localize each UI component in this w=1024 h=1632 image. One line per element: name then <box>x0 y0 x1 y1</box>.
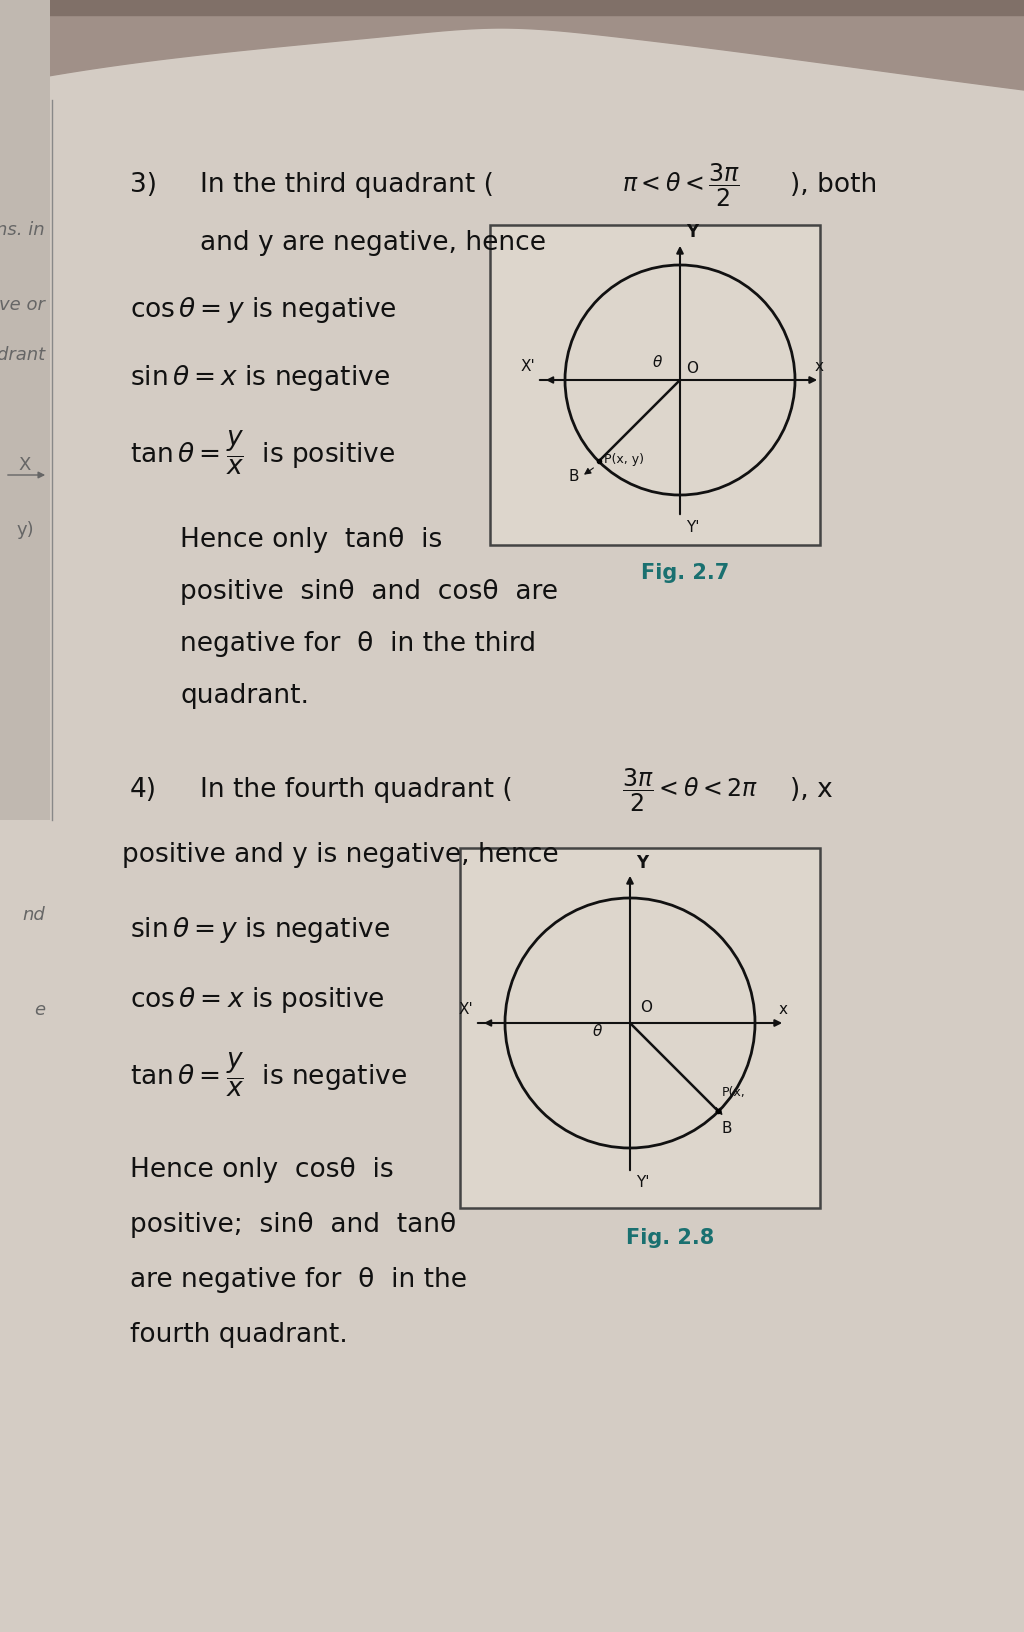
Text: Y': Y' <box>636 1175 649 1190</box>
Text: quadrant.: quadrant. <box>180 684 309 708</box>
Text: Fig. 2.7: Fig. 2.7 <box>641 563 729 583</box>
Text: P(x, y): P(x, y) <box>604 454 644 467</box>
Text: Y: Y <box>686 224 698 242</box>
Text: $\theta$: $\theta$ <box>593 1023 603 1040</box>
Text: X': X' <box>520 359 535 374</box>
Text: O: O <box>686 361 698 375</box>
Text: positive  sinθ  and  cosθ  are: positive sinθ and cosθ are <box>180 579 558 605</box>
Text: x: x <box>815 359 824 374</box>
Text: ons. in: ons. in <box>0 220 45 238</box>
Text: positive;  sinθ  and  tanθ: positive; sinθ and tanθ <box>130 1213 457 1239</box>
Text: 4): 4) <box>130 777 157 803</box>
Text: B: B <box>721 1121 732 1136</box>
Text: P(x,: P(x, <box>721 1087 745 1100</box>
Text: Y': Y' <box>686 521 699 535</box>
Text: 3): 3) <box>130 171 157 197</box>
Text: O: O <box>640 1000 652 1015</box>
Text: B: B <box>568 468 579 483</box>
Text: $\tan\theta = \dfrac{y}{x}$  is negative: $\tan\theta = \dfrac{y}{x}$ is negative <box>130 1051 408 1098</box>
Text: $\dfrac{3\pi}{2}<\theta<2\pi$: $\dfrac{3\pi}{2}<\theta<2\pi$ <box>622 767 758 814</box>
Text: $\theta$: $\theta$ <box>652 354 664 370</box>
Bar <box>0 0 50 819</box>
Text: adrant: adrant <box>0 346 45 364</box>
Text: e: e <box>34 1000 45 1018</box>
Text: are negative for  θ  in the: are negative for θ in the <box>130 1266 467 1293</box>
Text: X: X <box>18 455 31 473</box>
Text: Y: Y <box>636 854 648 871</box>
Text: In the third quadrant (: In the third quadrant ( <box>200 171 494 197</box>
Bar <box>460 849 820 1208</box>
Text: Hence only  tanθ  is: Hence only tanθ is <box>180 527 442 553</box>
Text: $\sin\theta = y$ is negative: $\sin\theta = y$ is negative <box>130 916 390 945</box>
Bar <box>490 225 820 545</box>
Text: negative for  θ  in the third: negative for θ in the third <box>180 632 536 658</box>
Text: ive or: ive or <box>0 295 45 313</box>
Text: $\cos\theta = x$ is positive: $\cos\theta = x$ is positive <box>130 986 385 1015</box>
Text: $\sin\theta = x$ is negative: $\sin\theta = x$ is negative <box>130 362 390 393</box>
Text: $\cos\theta = y$ is negative: $\cos\theta = y$ is negative <box>130 295 396 325</box>
Text: x: x <box>779 1002 788 1017</box>
Text: Hence only  cosθ  is: Hence only cosθ is <box>130 1157 393 1183</box>
Text: In the fourth quadrant (: In the fourth quadrant ( <box>200 777 513 803</box>
Text: ), x: ), x <box>790 777 833 803</box>
Text: y): y) <box>16 521 34 539</box>
Text: ), both: ), both <box>790 171 878 197</box>
Text: nd: nd <box>23 906 45 924</box>
Text: positive and y is negative, hence: positive and y is negative, hence <box>122 842 558 868</box>
Text: and y are negative, hence: and y are negative, hence <box>200 230 546 256</box>
Text: $\tan\theta = \dfrac{y}{x}$  is positive: $\tan\theta = \dfrac{y}{x}$ is positive <box>130 429 395 477</box>
Text: Fig. 2.8: Fig. 2.8 <box>626 1227 714 1248</box>
Text: fourth quadrant.: fourth quadrant. <box>130 1322 348 1348</box>
Text: $\pi<\theta<\dfrac{3\pi}{2}$: $\pi<\theta<\dfrac{3\pi}{2}$ <box>622 162 740 209</box>
Text: X': X' <box>459 1002 473 1017</box>
